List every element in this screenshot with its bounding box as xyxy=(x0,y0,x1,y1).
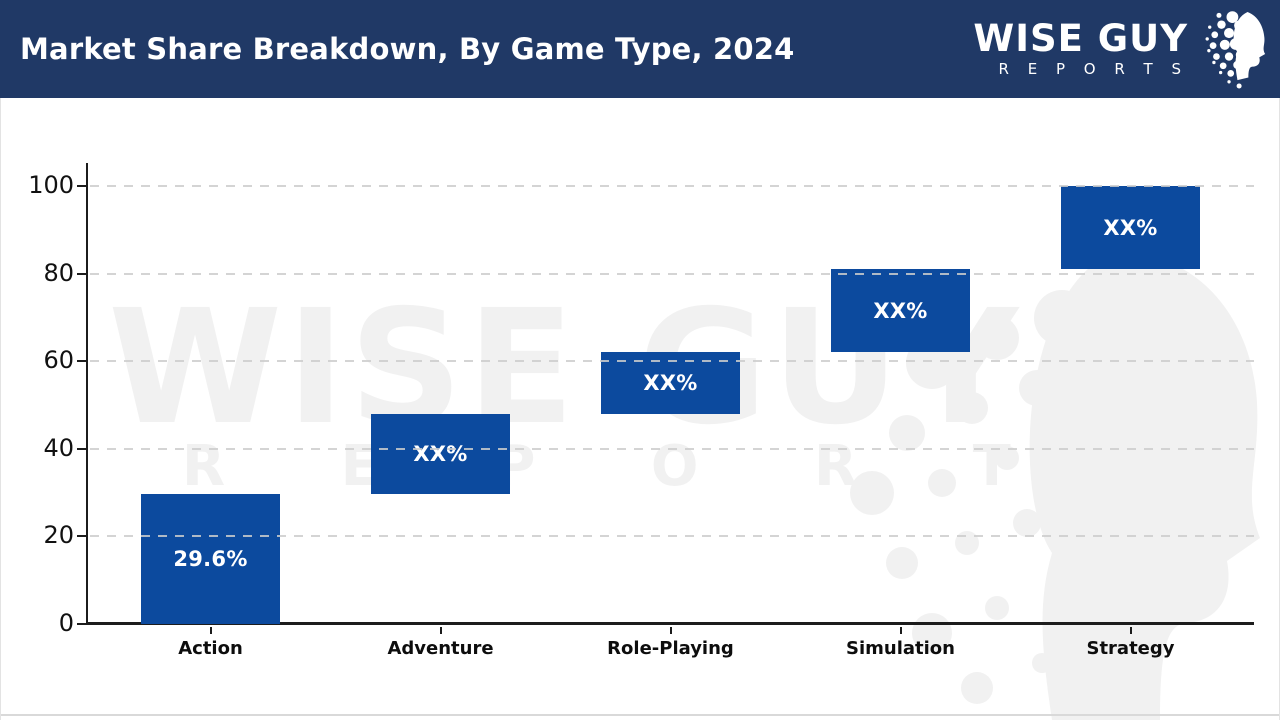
y-axis-tick-label: 20 xyxy=(43,521,74,550)
gridline xyxy=(90,447,1254,450)
gridline xyxy=(90,360,1254,363)
y-axis-tick-label: 40 xyxy=(43,433,74,462)
y-axis-tick-mark xyxy=(77,447,86,450)
x-axis-tick-mark xyxy=(209,627,212,634)
bar-value-label: XX% xyxy=(873,298,928,323)
y-axis-tick-label: 0 xyxy=(58,609,74,637)
logo-dotted-head-icon xyxy=(1205,11,1266,89)
page-left-hairline xyxy=(0,98,1,720)
gridline xyxy=(90,185,1254,187)
page-bottom-hairline xyxy=(0,714,1280,716)
y-axis-tick-mark xyxy=(77,535,86,538)
x-axis-tick-mark xyxy=(1129,627,1132,634)
x-axis-category-label: Role-Playing xyxy=(607,638,734,659)
logo-subtitle: R E P O R T S xyxy=(998,60,1188,79)
x-axis-tick-mark xyxy=(669,627,672,634)
y-axis-tick-mark xyxy=(77,623,86,625)
logo-wordmark: WISE GUY xyxy=(973,16,1188,60)
bar-simulation: XX% xyxy=(831,269,970,353)
gridline xyxy=(90,535,1254,538)
bar-value-label: XX% xyxy=(643,371,698,396)
y-axis-tick-mark xyxy=(77,185,86,187)
x-axis-category-label: Simulation xyxy=(846,638,955,659)
plot-area xyxy=(86,163,1254,625)
y-axis-tick-label: 80 xyxy=(43,258,74,287)
y-axis-tick-label: 60 xyxy=(43,346,74,375)
bar-value-label: XX% xyxy=(413,442,468,467)
bar-adventure: XX% xyxy=(371,413,510,495)
watermark-dotted-head-icon xyxy=(850,252,1260,720)
bar-action: 29.6% xyxy=(141,494,280,624)
logo-text: WISE GUY R E P O R T S xyxy=(973,16,1188,79)
y-axis-tick-mark xyxy=(77,360,86,363)
x-axis-tick-mark xyxy=(899,627,902,634)
x-axis-category-label: Adventure xyxy=(387,638,494,659)
gridline xyxy=(90,272,1254,275)
x-axis-category-label: Action xyxy=(178,638,243,659)
y-axis-tick-mark xyxy=(77,272,86,275)
chart-area: WISE GUY R E P O R T S 0 20 40 60 80 100 29.6%… xyxy=(0,98,1280,720)
y-axis-tick-label: 100 xyxy=(28,171,74,199)
page-title: Market Share Breakdown, By Game Type, 20… xyxy=(20,32,795,66)
bar-value-label: XX% xyxy=(1103,215,1158,240)
x-axis-category-label: Strategy xyxy=(1086,638,1175,659)
bar-role-playing: XX% xyxy=(601,352,740,414)
bar-strategy: XX% xyxy=(1061,186,1200,270)
x-axis-tick-mark xyxy=(439,627,442,634)
bar-value-label: 29.6% xyxy=(173,547,248,572)
header-bar: Market Share Breakdown, By Game Type, 20… xyxy=(0,0,1280,98)
wiseguy-logo: WISE GUY R E P O R T S xyxy=(973,6,1280,92)
